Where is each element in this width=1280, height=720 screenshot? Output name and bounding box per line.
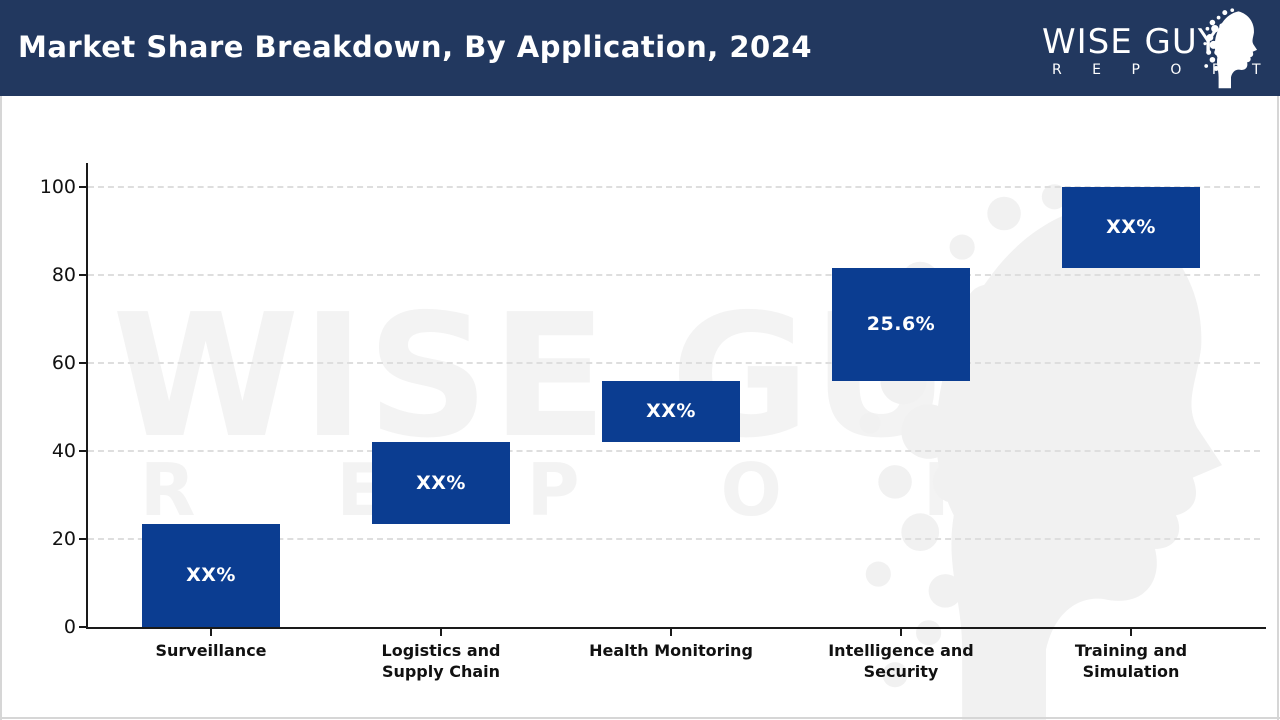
y-axis-tick	[79, 626, 86, 628]
gridline	[88, 362, 1260, 364]
y-axis-line	[86, 163, 88, 629]
bar-segment: XX%	[1062, 187, 1200, 268]
y-tick-label: 0	[63, 616, 76, 638]
frame-right-border	[1277, 96, 1279, 720]
bar-value-label: XX%	[416, 471, 466, 494]
y-axis-tick	[79, 538, 86, 540]
x-category-label: Health Monitoring	[589, 641, 753, 660]
x-axis-tick	[670, 629, 672, 636]
y-tick-label: 100	[39, 176, 76, 198]
x-axis-tick	[900, 629, 902, 636]
x-axis-tick	[440, 629, 442, 636]
x-category-label: Surveillance	[155, 641, 267, 660]
bar-segment: XX%	[372, 442, 510, 524]
bar-segment: XX%	[142, 523, 280, 627]
x-category-label: Training and Simulation	[1074, 641, 1188, 681]
bar-value-label: XX%	[646, 400, 696, 423]
gridline	[88, 450, 1260, 452]
y-tick-label: 40	[51, 440, 76, 462]
x-axis-tick	[1130, 629, 1132, 636]
y-axis-tick	[79, 186, 86, 188]
x-axis-tick	[210, 629, 212, 636]
gridline	[88, 274, 1260, 276]
y-axis-tick	[79, 362, 86, 364]
wise-guy-logo: WISE GUY R E P O R T S	[1000, 0, 1280, 96]
header-bar: Market Share Breakdown, By Application, …	[0, 0, 1280, 96]
x-category-label: Logistics and Supply Chain	[381, 641, 501, 681]
logo-face-icon	[1203, 8, 1258, 89]
bar-value-label: XX%	[186, 564, 236, 587]
frame-bottom-border	[0, 717, 1280, 719]
gridline	[88, 186, 1260, 188]
x-category-label: Intelligence and Security	[828, 641, 974, 681]
y-tick-label: 80	[51, 264, 76, 286]
frame-left-border	[0, 96, 2, 720]
x-axis-line	[86, 627, 1266, 629]
logo-brand-text: WISE GUY	[1042, 22, 1220, 62]
bar-value-label: 25.6%	[866, 313, 936, 336]
y-axis-tick	[79, 274, 86, 276]
bar-segment: XX%	[602, 380, 740, 443]
y-axis-tick	[79, 450, 86, 452]
bar-segment: 25.6%	[832, 267, 970, 381]
bar-value-label: XX%	[1106, 216, 1156, 239]
chart-title: Market Share Breakdown, By Application, …	[18, 30, 813, 64]
gridline	[88, 538, 1260, 540]
y-tick-label: 60	[51, 352, 76, 374]
y-tick-label: 20	[51, 528, 76, 550]
